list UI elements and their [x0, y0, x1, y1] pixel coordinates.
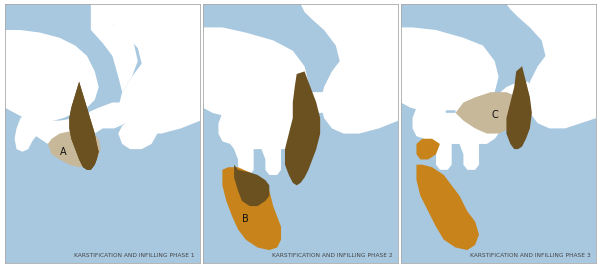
Polygon shape — [401, 4, 499, 139]
Polygon shape — [234, 165, 269, 206]
Text: KARSTIFICATION AND INFILLING PHASE 3: KARSTIFICATION AND INFILLING PHASE 3 — [470, 253, 590, 258]
Text: KARSTIFICATION AND INFILLING PHASE 1: KARSTIFICATION AND INFILLING PHASE 1 — [74, 253, 194, 258]
Text: A: A — [60, 147, 67, 157]
Text: B: B — [242, 214, 249, 224]
Polygon shape — [48, 131, 101, 167]
Polygon shape — [542, 69, 569, 108]
Polygon shape — [223, 167, 281, 250]
Polygon shape — [416, 165, 479, 250]
Polygon shape — [285, 72, 320, 185]
Polygon shape — [98, 4, 200, 133]
Polygon shape — [218, 92, 330, 175]
Polygon shape — [5, 4, 98, 123]
Polygon shape — [301, 4, 398, 133]
Polygon shape — [70, 82, 98, 170]
Polygon shape — [91, 4, 138, 92]
Polygon shape — [416, 139, 440, 159]
Polygon shape — [506, 4, 596, 129]
Polygon shape — [118, 118, 157, 149]
Text: KARSTIFICATION AND INFILLING PHASE 2: KARSTIFICATION AND INFILLING PHASE 2 — [272, 253, 392, 258]
Polygon shape — [203, 4, 308, 144]
Polygon shape — [14, 102, 132, 152]
Text: C: C — [491, 110, 498, 121]
Polygon shape — [506, 66, 532, 149]
Polygon shape — [413, 82, 532, 170]
Polygon shape — [70, 82, 98, 170]
Polygon shape — [455, 92, 522, 133]
